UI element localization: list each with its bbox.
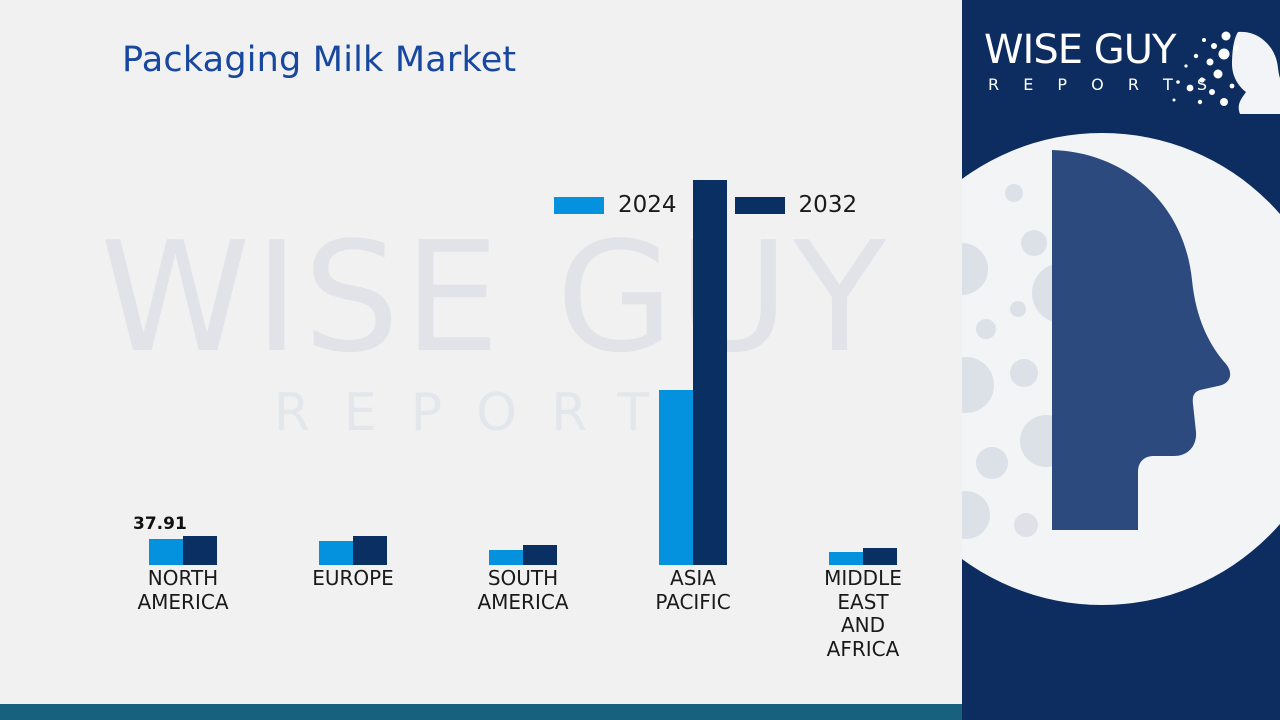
brand-panel: WISE GUY R E P O R T S (962, 0, 1280, 720)
bar-group (829, 547, 897, 565)
head-silhouette-icon (1052, 150, 1231, 530)
bar-group (489, 545, 557, 565)
footer-strip (0, 704, 962, 720)
category-label: MIDDLE EAST AND AFRICA (824, 566, 902, 661)
bar-2024[interactable] (829, 551, 863, 565)
legend-swatch-2032 (734, 197, 785, 214)
bar-group: 37.91 (133, 514, 217, 565)
bar-2024[interactable] (659, 389, 693, 565)
bar-value-label: 37.91 (133, 513, 187, 534)
category-label: SOUTH AMERICA (477, 566, 569, 614)
legend-swatch-2024 (554, 197, 604, 214)
category-label: ASIA PACIFIC (655, 566, 731, 614)
bar-group (319, 536, 387, 565)
legend-item-2024[interactable]: 2024 (554, 194, 677, 217)
brand-logo-word: WISE GUY (984, 27, 1176, 73)
chart-legend: 2024 2032 (554, 194, 857, 217)
bar-2032[interactable] (523, 545, 557, 565)
bar-2032[interactable] (183, 535, 217, 565)
bar-2024[interactable] (489, 550, 523, 565)
brand-logo: WISE GUY R E P O R T S (982, 27, 1280, 114)
bar-2024[interactable] (149, 538, 183, 565)
bar-2024[interactable] (319, 541, 353, 565)
page-title: Packaging Milk Market (122, 40, 517, 80)
bar-2032[interactable] (863, 547, 897, 565)
dot-head-profile-icon (1172, 31, 1280, 114)
plot-area: 37.91 (95, 179, 935, 565)
legend-item-2032[interactable]: 2032 (734, 192, 858, 218)
legend-label-2024: 2024 (618, 192, 677, 218)
bar-2032[interactable] (693, 179, 727, 565)
bar-group (659, 179, 727, 565)
brand-logo-subtitle: R E P O R T S (988, 75, 1217, 94)
bar-2032[interactable] (353, 536, 387, 565)
legend-label-2032: 2032 (798, 192, 858, 218)
category-label: EUROPE (312, 566, 394, 590)
category-label: NORTH AMERICA (137, 566, 229, 614)
